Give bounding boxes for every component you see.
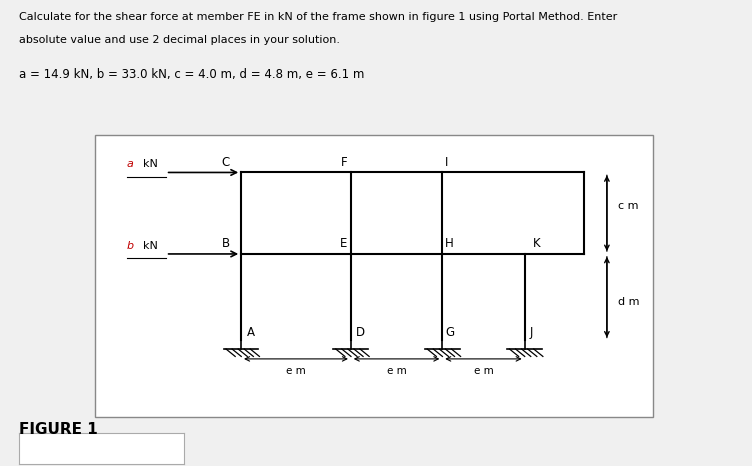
Text: absolute value and use 2 decimal places in your solution.: absolute value and use 2 decimal places … [19,35,340,45]
Text: FIGURE 1: FIGURE 1 [19,422,98,437]
Text: J: J [529,326,532,339]
Text: C: C [221,156,229,169]
Text: H: H [444,237,453,250]
Text: e m: e m [474,366,493,377]
Text: Calculate for the shear force at member FE in kN of the frame shown in figure 1 : Calculate for the shear force at member … [19,12,617,21]
Text: c m: c m [618,201,639,211]
Text: B: B [222,237,229,250]
Text: a: a [127,159,134,170]
Text: I: I [444,156,448,169]
Text: b: b [127,241,134,251]
Text: kN: kN [143,159,158,170]
Text: e m: e m [286,366,306,377]
Text: e m: e m [387,366,406,377]
Text: G: G [445,326,455,339]
Text: A: A [247,326,255,339]
Text: E: E [341,237,347,250]
Text: K: K [533,237,541,250]
Text: kN: kN [143,241,158,251]
Text: d m: d m [618,297,640,307]
Text: F: F [341,156,347,169]
Text: a = 14.9 kN, b = 33.0 kN, c = 4.0 m, d = 4.8 m, e = 6.1 m: a = 14.9 kN, b = 33.0 kN, c = 4.0 m, d =… [19,68,364,81]
Text: D: D [356,326,365,339]
